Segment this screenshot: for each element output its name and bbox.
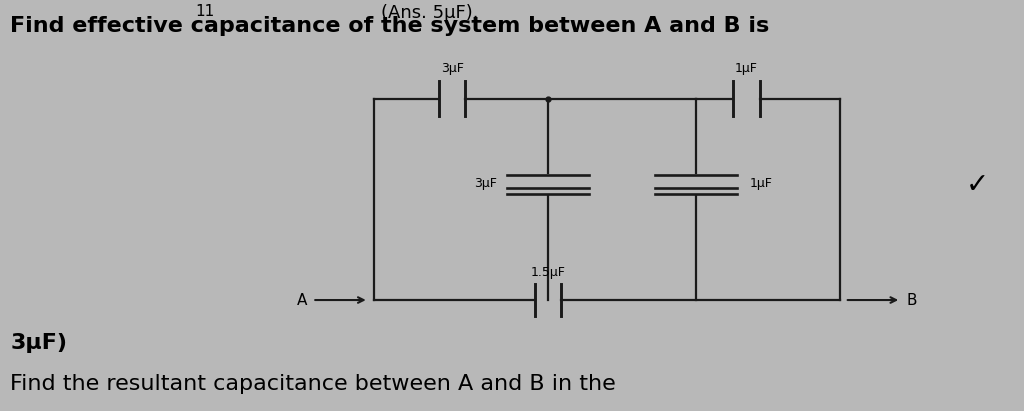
Text: Find effective capacitance of the system between A and B is: Find effective capacitance of the system…: [10, 16, 769, 37]
Text: A: A: [297, 293, 307, 307]
Text: Find the resultant capacitance between A and B in the: Find the resultant capacitance between A…: [10, 374, 616, 394]
Text: 3μF): 3μF): [10, 333, 68, 353]
Text: (Ans. 5μF).: (Ans. 5μF).: [381, 4, 479, 22]
Text: 3μF: 3μF: [474, 177, 497, 190]
Text: 11: 11: [196, 4, 214, 19]
Text: 1μF: 1μF: [750, 177, 772, 190]
Text: 3μF: 3μF: [440, 62, 464, 75]
Text: 1μF: 1μF: [735, 62, 758, 75]
Text: 1.5μF: 1.5μF: [530, 266, 565, 279]
Text: B: B: [906, 293, 916, 307]
Text: ✓: ✓: [967, 171, 989, 199]
